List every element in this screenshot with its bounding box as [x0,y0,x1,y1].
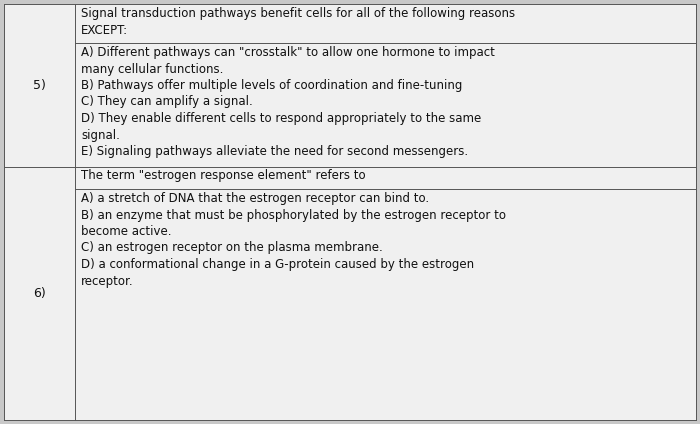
Text: 6): 6) [33,287,46,300]
Text: C) an estrogen receptor on the plasma membrane.: C) an estrogen receptor on the plasma me… [81,242,383,254]
Text: D) a conformational change in a G-protein caused by the estrogen: D) a conformational change in a G-protei… [81,258,474,271]
Text: A) Different pathways can "crosstalk" to allow one hormone to impact: A) Different pathways can "crosstalk" to… [81,46,495,59]
Text: A) a stretch of DNA that the estrogen receptor can bind to.: A) a stretch of DNA that the estrogen re… [81,192,429,205]
Text: E) Signaling pathways alleviate the need for second messengers.: E) Signaling pathways alleviate the need… [81,145,468,158]
Text: D) They enable different cells to respond appropriately to the same: D) They enable different cells to respon… [81,112,482,125]
Text: Signal transduction pathways benefit cells for all of the following reasons: Signal transduction pathways benefit cel… [81,7,515,20]
Text: B) an enzyme that must be phosphorylated by the estrogen receptor to: B) an enzyme that must be phosphorylated… [81,209,506,221]
Text: become active.: become active. [81,225,172,238]
Text: receptor.: receptor. [81,274,134,287]
Text: The term "estrogen response element" refers to: The term "estrogen response element" ref… [81,170,365,182]
Text: C) They can amplify a signal.: C) They can amplify a signal. [81,95,253,109]
Text: EXCEPT:: EXCEPT: [81,23,128,36]
Text: 5): 5) [33,79,46,92]
Text: signal.: signal. [81,128,120,142]
Text: B) Pathways offer multiple levels of coordination and fine-tuning: B) Pathways offer multiple levels of coo… [81,79,463,92]
Text: many cellular functions.: many cellular functions. [81,62,223,75]
